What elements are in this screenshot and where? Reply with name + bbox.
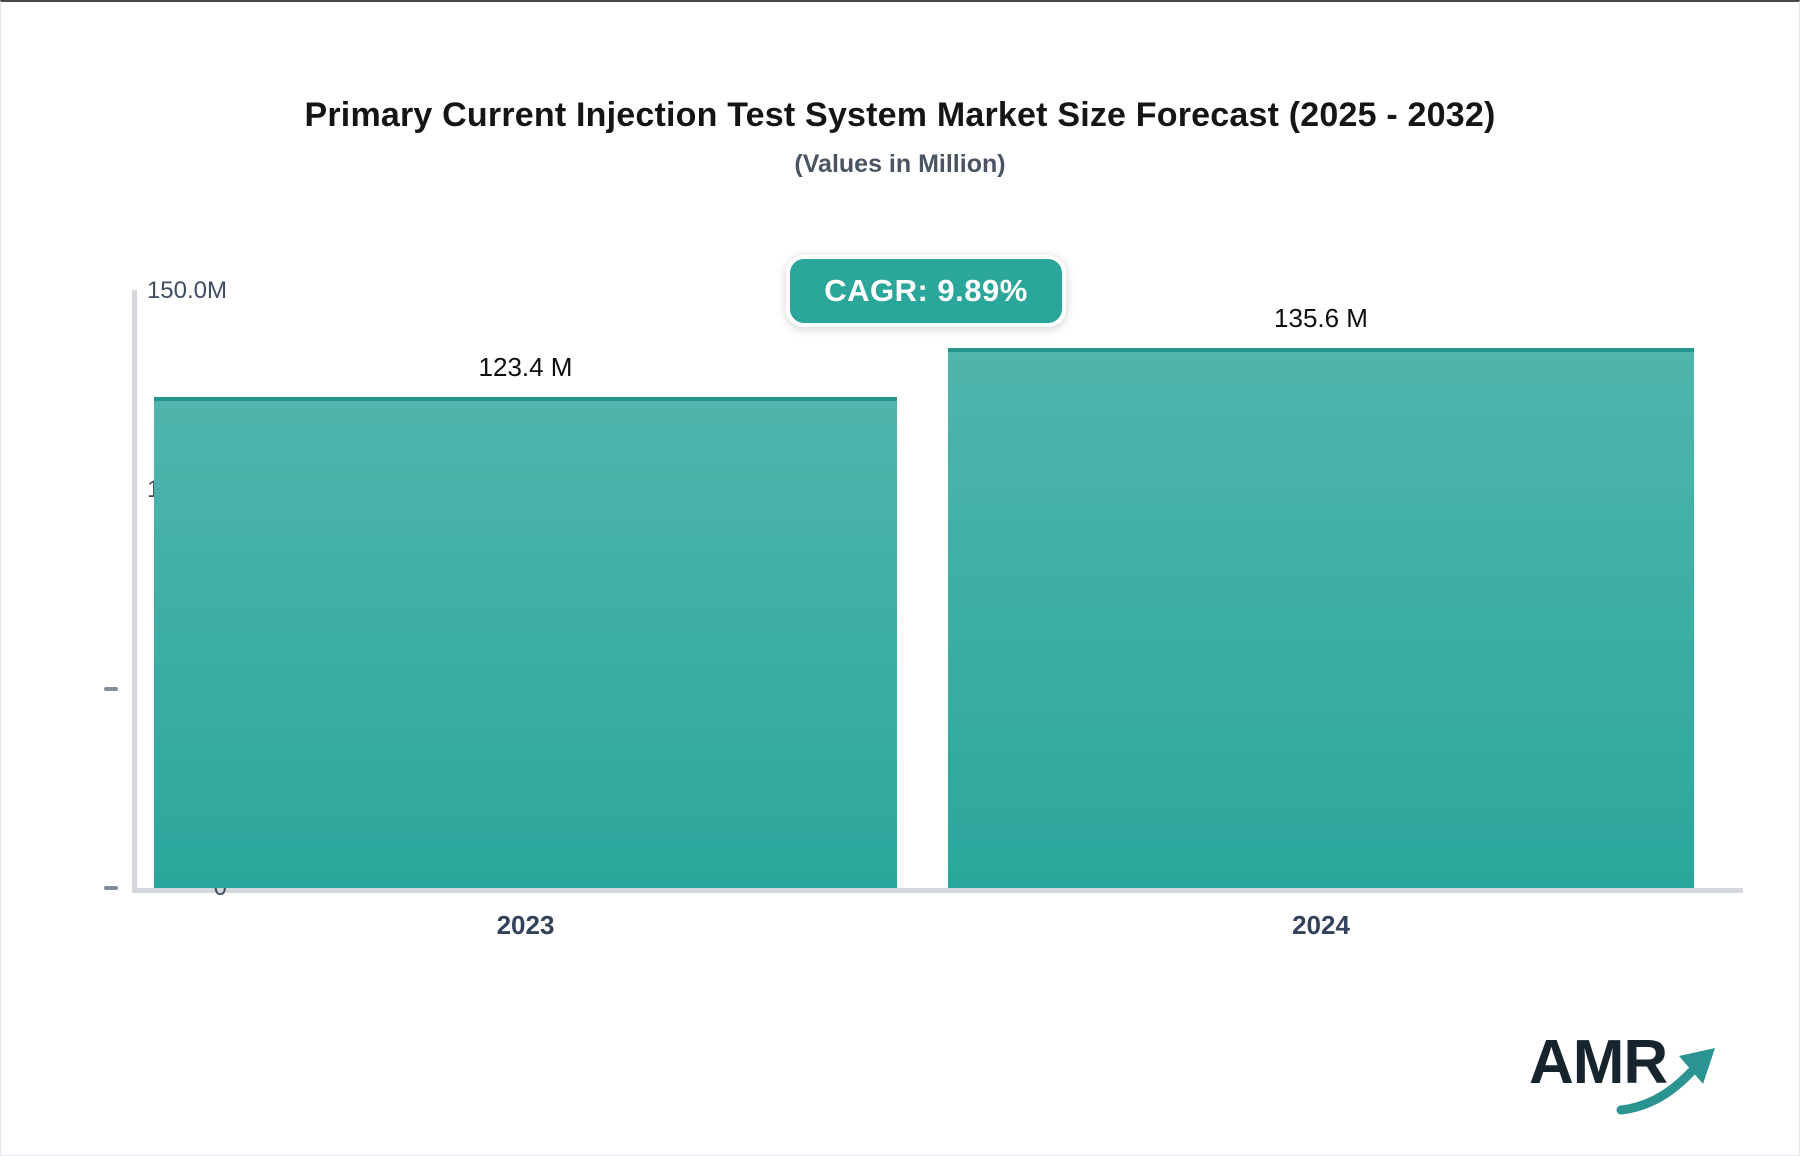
- chart-subtitle: (Values in Million): [794, 150, 1006, 178]
- x-axis-category-label: 2023: [496, 910, 555, 940]
- trend-up-arrow-icon: [1616, 1048, 1715, 1115]
- amr-logo-text: AMR: [1529, 1028, 1668, 1097]
- chart-title: Primary Current Injection Test System Ma…: [304, 96, 1496, 134]
- bar-2023[interactable]: [154, 397, 897, 888]
- y-axis-tick-mark: [104, 687, 118, 691]
- amr-logo: AMR: [1529, 1032, 1729, 1132]
- cagr-badge: CAGR: 9.89%: [786, 255, 1066, 327]
- bar-value-label: 135.6 M: [1274, 303, 1368, 333]
- y-axis-tick-label: 150.0M: [146, 277, 227, 304]
- bar-value-label: 123.4 M: [478, 352, 573, 382]
- bar-2024[interactable]: [948, 348, 1694, 888]
- x-axis-category-label: 2024: [1292, 910, 1350, 940]
- y-axis-tick-mark: [104, 886, 118, 890]
- x-axis-line: [132, 888, 1743, 893]
- y-axis-line: [132, 290, 137, 893]
